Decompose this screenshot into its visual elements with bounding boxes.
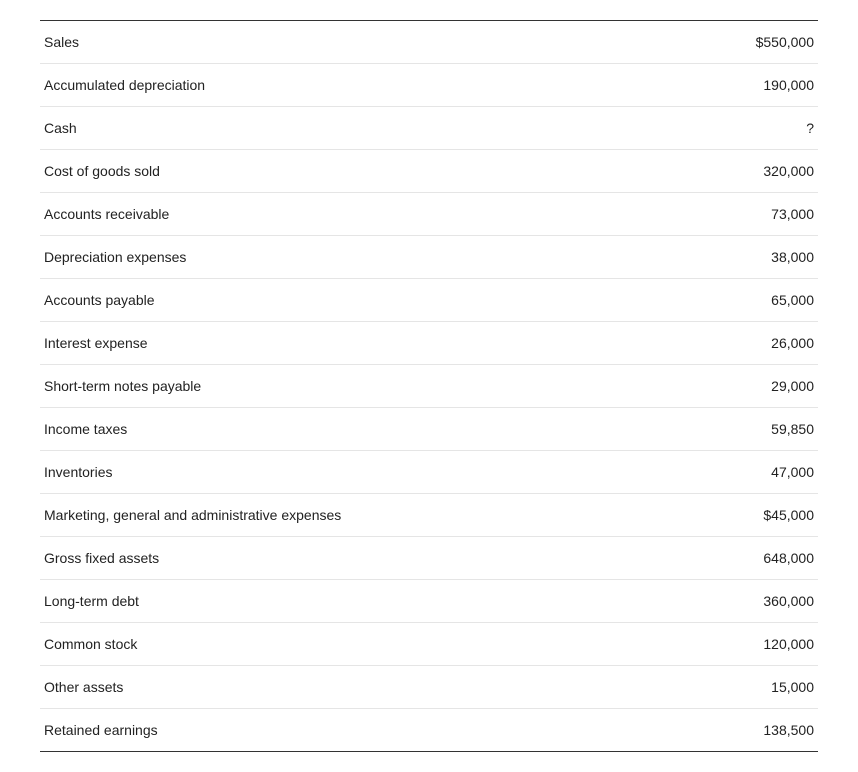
- row-label: Long-term debt: [44, 593, 139, 609]
- row-value: 47,000: [714, 464, 814, 480]
- table-row: Accounts payable 65,000: [40, 279, 818, 322]
- table-row: Inventories 47,000: [40, 451, 818, 494]
- row-value: 138,500: [714, 722, 814, 738]
- row-label: Accounts payable: [44, 292, 155, 308]
- row-value: 59,850: [714, 421, 814, 437]
- row-label: Cost of goods sold: [44, 163, 160, 179]
- row-label: Interest expense: [44, 335, 148, 351]
- row-value: ?: [714, 120, 814, 136]
- financial-table: Sales $550,000 Accumulated depreciation …: [40, 20, 818, 752]
- table-row: Accumulated depreciation 190,000: [40, 64, 818, 107]
- table-row: Gross fixed assets 648,000: [40, 537, 818, 580]
- row-label: Sales: [44, 34, 79, 50]
- table-row: Other assets 15,000: [40, 666, 818, 709]
- row-value: 65,000: [714, 292, 814, 308]
- row-value: 120,000: [714, 636, 814, 652]
- row-label: Common stock: [44, 636, 137, 652]
- row-value: 190,000: [714, 77, 814, 93]
- row-value: 320,000: [714, 163, 814, 179]
- table-row: Depreciation expenses 38,000: [40, 236, 818, 279]
- table-row: Cost of goods sold 320,000: [40, 150, 818, 193]
- row-label: Retained earnings: [44, 722, 158, 738]
- row-value: $550,000: [714, 34, 814, 50]
- table-row: Sales $550,000: [40, 21, 818, 64]
- row-label: Marketing, general and administrative ex…: [44, 507, 341, 523]
- table-row: Interest expense 26,000: [40, 322, 818, 365]
- row-label: Income taxes: [44, 421, 127, 437]
- table-row: Retained earnings 138,500: [40, 709, 818, 751]
- row-value: $45,000: [714, 507, 814, 523]
- row-label: Accounts receivable: [44, 206, 169, 222]
- table-row: Long-term debt 360,000: [40, 580, 818, 623]
- row-value: 15,000: [714, 679, 814, 695]
- row-label: Depreciation expenses: [44, 249, 186, 265]
- table-row: Accounts receivable 73,000: [40, 193, 818, 236]
- row-value: 73,000: [714, 206, 814, 222]
- row-value: 29,000: [714, 378, 814, 394]
- row-label: Gross fixed assets: [44, 550, 159, 566]
- row-value: 38,000: [714, 249, 814, 265]
- row-value: 360,000: [714, 593, 814, 609]
- table-row: Marketing, general and administrative ex…: [40, 494, 818, 537]
- row-label: Cash: [44, 120, 77, 136]
- table-row: Cash ?: [40, 107, 818, 150]
- table-row: Income taxes 59,850: [40, 408, 818, 451]
- row-value: 648,000: [714, 550, 814, 566]
- row-label: Accumulated depreciation: [44, 77, 205, 93]
- row-value: 26,000: [714, 335, 814, 351]
- row-label: Short-term notes payable: [44, 378, 201, 394]
- row-label: Other assets: [44, 679, 123, 695]
- table-row: Short-term notes payable 29,000: [40, 365, 818, 408]
- table-row: Common stock 120,000: [40, 623, 818, 666]
- row-label: Inventories: [44, 464, 112, 480]
